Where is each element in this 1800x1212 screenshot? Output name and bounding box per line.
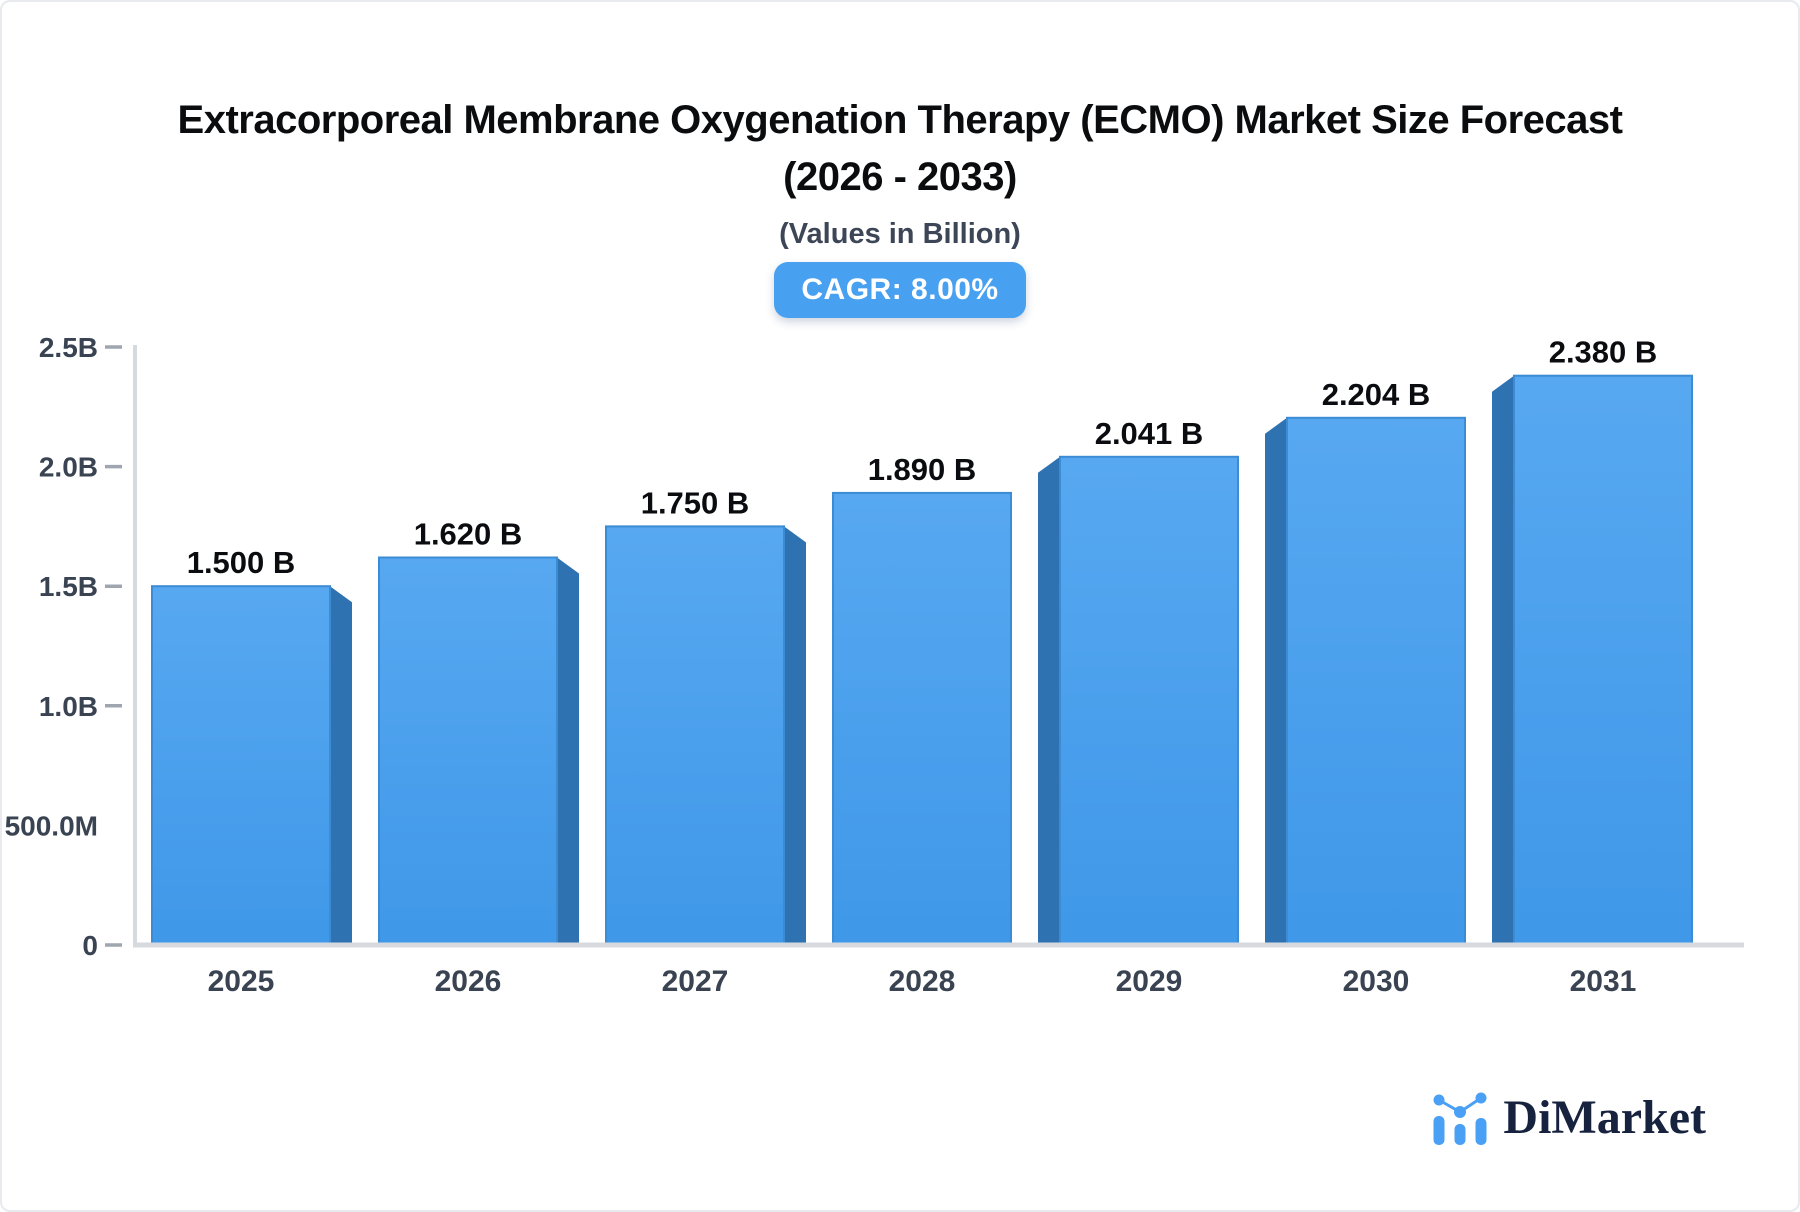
x-axis-label: 2031	[1570, 965, 1637, 998]
bar-side-face	[557, 557, 579, 945]
logo-bar	[1454, 1124, 1466, 1145]
bar-group: 2.204 B 2030	[1265, 377, 1466, 998]
y-axis-label: 2.0B	[39, 452, 98, 483]
bar-2030	[1286, 416, 1466, 946]
logo-dot	[1454, 1106, 1467, 1118]
bar-value-label: 2.380 B	[1549, 335, 1658, 370]
chart-subtitle: (Values in Billion)	[779, 218, 1021, 250]
cagr-badge: CAGR: 8.00%	[774, 262, 1026, 318]
bar-side-face	[1265, 417, 1287, 945]
bar-2025	[151, 585, 331, 946]
x-axis-label: 2030	[1343, 965, 1410, 998]
bar-chart-dots-icon	[1433, 1092, 1487, 1145]
y-axis-label: 0	[82, 930, 98, 961]
y-axis-label: 500.0M	[5, 810, 98, 841]
bar-side-face	[784, 526, 806, 945]
bar-group: 2.380 B 2031	[1492, 335, 1693, 998]
logo-bar	[1475, 1118, 1487, 1145]
bar-2026	[378, 556, 558, 946]
bar-value-label: 1.500 B	[187, 545, 296, 580]
bar-2028	[832, 491, 1012, 947]
bar-group: 1.500 B 2025	[151, 545, 352, 998]
bar-chart: 1.500 B 2025 1.620 B 2026 1.750 B 2027 1.890 B…	[5, 332, 1744, 998]
bar-value-label: 1.620 B	[414, 516, 523, 551]
bar-value-label: 1.890 B	[868, 452, 977, 487]
chart-title-line2: (2026 - 2033)	[783, 155, 1017, 199]
logo-dot	[1475, 1092, 1487, 1104]
bar-2027	[605, 525, 785, 946]
x-axis-label: 2025	[208, 965, 275, 998]
logo-dot	[1433, 1094, 1445, 1106]
bar-value-label: 2.204 B	[1322, 377, 1431, 412]
chart-header: Extracorporeal Membrane Oxygenation Ther…	[2, 2, 1798, 318]
bar-side-face	[1492, 375, 1514, 946]
brand-name: DiMarket	[1503, 1090, 1706, 1144]
x-axis-label: 2026	[435, 965, 502, 998]
bar-side-face	[1038, 456, 1060, 945]
brand-logo: DiMarket	[1430, 1087, 1706, 1147]
bar-2031	[1513, 374, 1693, 947]
x-axis-label: 2029	[1116, 965, 1183, 998]
chart-title-line1: Extracorporeal Membrane Oxygenation Ther…	[177, 98, 1623, 142]
bar-2029	[1059, 455, 1239, 947]
bar-group: 1.890 B 2028	[832, 452, 1012, 998]
bar-group: 1.620 B 2026	[378, 516, 579, 998]
logo-bar	[1433, 1116, 1445, 1145]
x-axis-label: 2027	[662, 965, 729, 998]
y-axis-label: 2.5B	[39, 332, 98, 363]
x-axis-label: 2028	[889, 965, 956, 998]
bar-group: 2.041 B 2029	[1038, 416, 1239, 998]
y-axis-label: 1.0B	[39, 691, 98, 722]
y-axis-label: 1.5B	[39, 571, 98, 602]
bar-value-label: 1.750 B	[641, 485, 750, 520]
bar-side-face	[330, 586, 352, 945]
bar-group: 1.750 B 2027	[605, 485, 806, 998]
bar-value-label: 2.041 B	[1095, 416, 1204, 451]
